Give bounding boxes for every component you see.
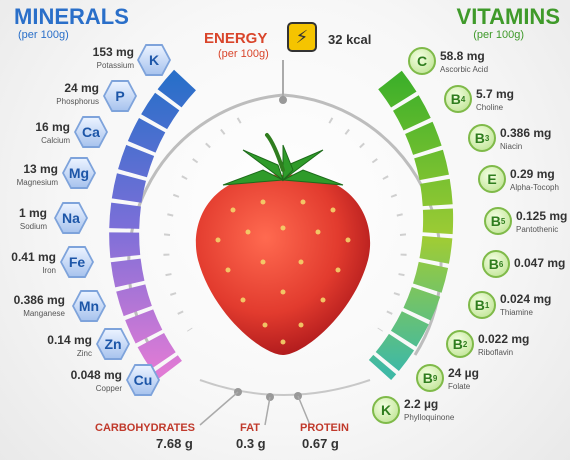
mineral-value: 0.386 mg: [13, 293, 65, 307]
vitamin-name: Riboflavin: [478, 348, 514, 357]
mineral-name: Potassium: [96, 61, 134, 70]
mineral-name: Zinc: [76, 349, 92, 358]
vitamin-value: 0.29 mg: [510, 167, 555, 181]
mineral-name: Manganese: [23, 309, 65, 318]
mineral-symbol: Mg: [64, 159, 94, 187]
vitamins-title: VITAMINS: [456, 4, 560, 29]
mineral-value: 1 mg: [18, 206, 47, 220]
mineral-value: 0.41 mg: [11, 250, 56, 264]
vitamin-value: 0.125 mg: [516, 209, 568, 223]
mineral-symbol: Na: [56, 204, 86, 232]
minerals-title: MINERALS: [14, 4, 129, 29]
vitamin-value: 0.047 mg: [514, 256, 566, 270]
mineral-name: Iron: [42, 266, 56, 275]
energy-value: 32 kcal: [328, 32, 372, 47]
mineral-name: Magnesium: [16, 178, 58, 187]
lightning-icon: ⚡: [287, 22, 317, 52]
macro-label-carbohydrates: CARBOHYDRATES: [95, 422, 196, 434]
mineral-value: 13 mg: [23, 162, 58, 176]
vitamin-name: Niacin: [500, 142, 523, 151]
mineral-name: Copper: [95, 384, 122, 393]
energy-label: ENERGY: [204, 30, 268, 47]
vitamin-value: 58.8 mg: [440, 49, 485, 63]
macro-label-protein: PROTEIN: [300, 422, 349, 434]
vitamin-badge: E: [478, 165, 506, 193]
vitamin-name: Choline: [476, 103, 504, 112]
mineral-name: Calcium: [41, 136, 70, 145]
macro-label-fat: FAT: [240, 422, 260, 434]
vitamin-value: 0.386 mg: [500, 126, 552, 140]
macro-value-carbohydrates: 7.68 g: [156, 436, 193, 451]
vitamin-value: 0.024 mg: [500, 292, 552, 306]
vitamins-subtitle: (per 100g): [473, 29, 524, 41]
vitamin-badge: K: [372, 396, 400, 424]
vitamin-name: Thiamine: [500, 308, 533, 317]
vitamin-value: 0.022 mg: [478, 332, 530, 346]
vitamin-name: Folate: [448, 382, 471, 391]
mineral-value: 153 mg: [92, 45, 134, 59]
energy-subtitle: (per 100g): [218, 48, 269, 60]
vitamin-badge: C: [408, 47, 436, 75]
vitamin-value: 2.2 µg: [404, 397, 439, 411]
mineral-value: 0.048 mg: [70, 368, 122, 382]
mineral-value: 0.14 mg: [47, 333, 92, 347]
strawberry-illustration: [195, 133, 371, 355]
vitamin-value: 24 µg: [448, 366, 479, 380]
mineral-value: 16 mg: [35, 120, 70, 134]
vitamin-name: Phylloquinone: [404, 413, 455, 422]
mineral-name: Phosphorus: [56, 97, 99, 106]
vitamin-value: 5.7 mg: [476, 87, 515, 101]
mineral-name: Sodium: [19, 222, 47, 231]
vitamin-name: Alpha-Tocoph: [510, 183, 559, 192]
vitamin-name: Ascorbic Acid: [440, 65, 489, 74]
vitamin-name: Pantothenic: [516, 225, 559, 234]
mineral-value: 24 mg: [64, 81, 99, 95]
macro-value-protein: 0.67 g: [302, 436, 339, 451]
macro-value-fat: 0.3 g: [236, 436, 266, 451]
minerals-subtitle: (per 100g): [18, 29, 69, 41]
